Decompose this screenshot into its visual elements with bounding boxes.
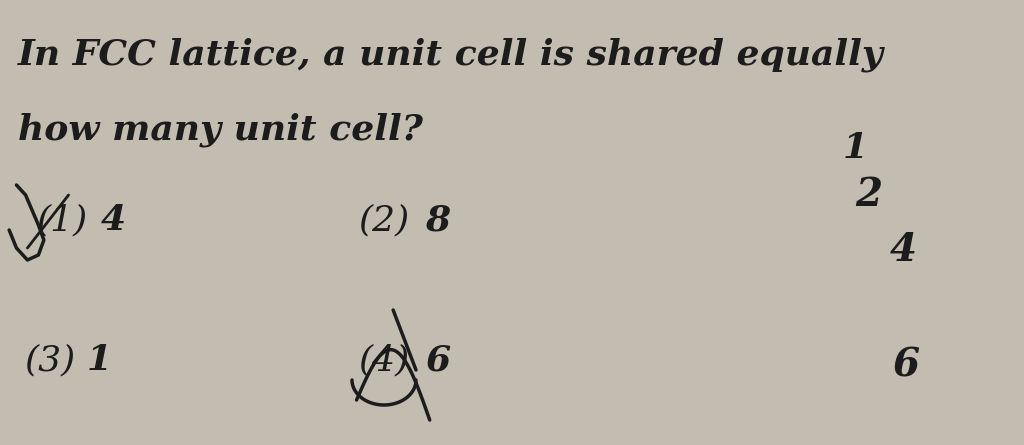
- Text: 1: 1: [843, 131, 867, 165]
- Text: (2): (2): [358, 203, 410, 237]
- Text: 8: 8: [425, 203, 451, 237]
- Text: 6: 6: [892, 346, 919, 384]
- Text: (3): (3): [25, 343, 76, 377]
- Text: (4): (4): [358, 343, 410, 377]
- Text: (1): (1): [37, 203, 88, 237]
- Text: In FCC lattice, a unit cell is shared equally: In FCC lattice, a unit cell is shared eq…: [18, 38, 884, 72]
- Text: 2: 2: [855, 176, 882, 214]
- Text: 6: 6: [425, 343, 451, 377]
- Text: 1: 1: [87, 343, 112, 377]
- Text: how many unit cell?: how many unit cell?: [18, 113, 423, 147]
- Text: 4: 4: [890, 231, 916, 269]
- Text: 4: 4: [100, 203, 126, 237]
